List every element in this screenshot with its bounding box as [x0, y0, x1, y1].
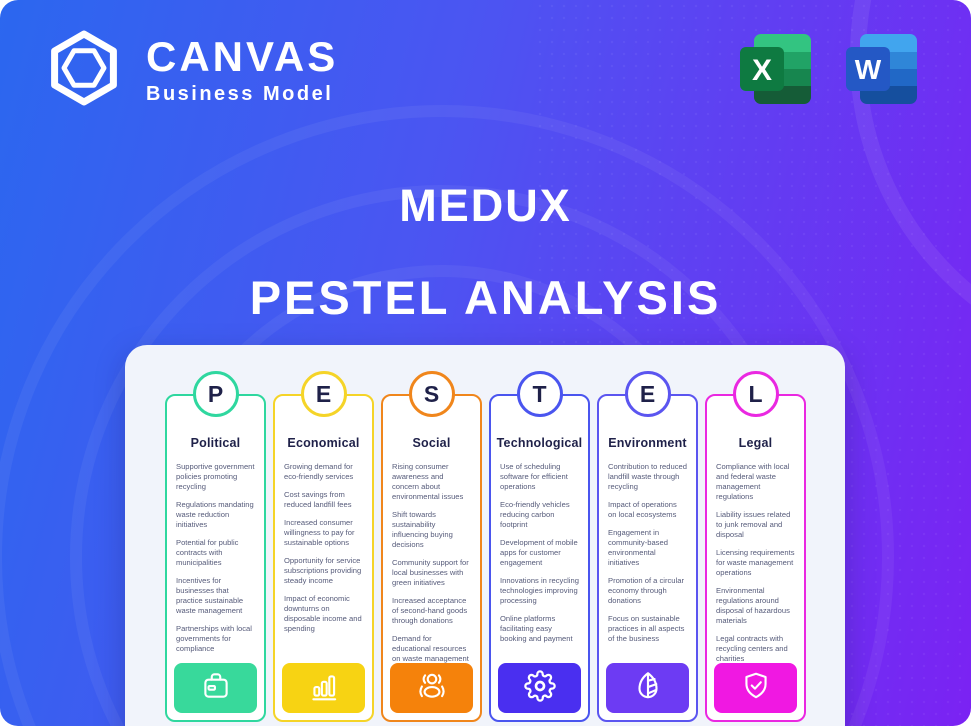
list-item: Rising consumer awareness and concern ab…: [392, 462, 464, 502]
list-item: Community support for local businesses w…: [392, 558, 469, 588]
page-subtitle: PESTEL ANALYSIS: [249, 271, 722, 324]
people-community-icon: [415, 669, 449, 708]
column-heading: Technological: [496, 436, 583, 450]
column-heading: Political: [190, 436, 241, 450]
list-item: Legal contracts with recycling centers a…: [716, 634, 788, 664]
hexagon-logo-icon: [44, 28, 124, 113]
column-economical: E Economical Growing demand for eco-frie…: [273, 371, 374, 722]
list-item: Online platforms facilitating easy booki…: [500, 614, 573, 644]
list-item: Impact of operations on local ecosystems: [608, 500, 677, 520]
column-environment: E Environment Contribution to reduced la…: [597, 371, 698, 722]
column-box: Economical Growing demand for eco-friend…: [273, 394, 374, 722]
gear-icon: [523, 669, 556, 707]
list-item: Increased acceptance of second-hand good…: [392, 596, 468, 626]
word-icon[interactable]: W: [843, 30, 921, 108]
column-heading: Economical: [287, 436, 360, 450]
letter-badge: E: [624, 371, 671, 417]
column-items: Rising consumer awareness and concern ab…: [383, 450, 480, 674]
list-item: Engagement in community-based environmen…: [608, 528, 668, 568]
brand-logo: CANVAS Business Model: [44, 28, 338, 113]
column-box: Legal Compliance with local and federal …: [705, 394, 806, 722]
list-item: Shift towards sustainability influencing…: [392, 510, 453, 550]
letter: L: [748, 380, 763, 407]
list-item: Innovations in recycling technologies im…: [500, 576, 579, 606]
letter: E: [315, 380, 332, 407]
list-item: Development of mobile apps for customer …: [500, 538, 578, 568]
column-items: Compliance with local and federal waste …: [707, 450, 804, 664]
shield-check-icon: [739, 669, 773, 708]
list-item: Use of scheduling software for efficient…: [500, 462, 568, 492]
list-item: Potential for public contracts with muni…: [176, 538, 239, 568]
list-item: Eco-friendly vehicles reducing carbon fo…: [500, 500, 570, 530]
svg-text:X: X: [752, 54, 772, 87]
bar-chart-icon: [307, 669, 341, 708]
list-item: Impact of economic downturns on disposab…: [284, 594, 362, 634]
letter-badge: L: [732, 371, 779, 417]
column-box: Political Supportive government policies…: [165, 394, 266, 722]
file-format-badges: X W: [737, 30, 921, 108]
list-item: Partnerships with local governments for …: [176, 624, 252, 654]
icon-tile: [282, 663, 365, 713]
list-item: Compliance with local and federal waste …: [716, 462, 790, 502]
icon-tile: [606, 663, 689, 713]
column-political: P Political Supportive government polici…: [165, 371, 266, 722]
column-heading: Environment: [608, 436, 687, 450]
icon-tile: [390, 663, 473, 713]
column-items: Use of scheduling software for efficient…: [491, 450, 588, 644]
list-item: Supportive government policies promoting…: [176, 462, 255, 492]
letter-badge: S: [408, 371, 455, 417]
letter: S: [423, 380, 440, 407]
list-item: Liability issues related to junk removal…: [716, 510, 791, 540]
column-box: Social Rising consumer awareness and con…: [381, 394, 482, 722]
list-item: Increased consumer willingness to pay fo…: [284, 518, 355, 548]
page-title: MEDUX: [399, 180, 572, 231]
column-social: S Social Rising consumer awareness and c…: [381, 371, 482, 722]
icon-tile: [174, 663, 257, 713]
letter: P: [207, 380, 224, 407]
pestel-columns: P Political Supportive government polici…: [165, 371, 806, 722]
list-item: Cost savings from reduced landfill fees: [284, 490, 352, 510]
column-items: Contribution to reduced landfill waste t…: [599, 450, 696, 644]
column-box: Technological Use of scheduling software…: [489, 394, 590, 722]
column-technological: T Technological Use of scheduling softwa…: [489, 371, 590, 722]
leaf-icon: [631, 669, 665, 708]
column-heading: Social: [412, 436, 451, 450]
column-items: Supportive government policies promoting…: [167, 450, 264, 654]
icon-tile: [498, 663, 581, 713]
brand-name: CANVAS: [146, 32, 339, 80]
column-legal: L Legal Compliance with local and federa…: [705, 371, 806, 722]
briefcase-icon: [199, 669, 233, 708]
letter-badge: T: [516, 371, 563, 417]
list-item: Incentives for businesses that practice …: [176, 576, 244, 616]
letter: T: [532, 380, 547, 407]
letter: E: [639, 380, 656, 407]
list-item: Licensing requirements for waste managem…: [716, 548, 795, 578]
letter-badge: P: [192, 371, 239, 417]
list-item: Regulations mandating waste reduction in…: [176, 500, 254, 530]
column-box: Environment Contribution to reduced land…: [597, 394, 698, 722]
list-item: Environmental regulations around disposa…: [716, 586, 790, 626]
brand-tagline: Business Model: [146, 82, 334, 105]
column-heading: Legal: [738, 436, 773, 450]
list-item: Promotion of a circular economy through …: [608, 576, 684, 606]
svg-text:W: W: [855, 54, 882, 85]
letter-badge: E: [300, 371, 347, 417]
excel-icon[interactable]: X: [737, 30, 815, 108]
list-item: Focus on sustainable practices in all as…: [608, 614, 685, 644]
list-item: Opportunity for service subscriptions pr…: [284, 556, 362, 586]
column-items: Growing demand for eco-friendly services…: [275, 450, 372, 634]
list-item: Contribution to reduced landfill waste t…: [608, 462, 687, 492]
icon-tile: [714, 663, 797, 713]
pestel-card: P Political Supportive government polici…: [125, 345, 845, 726]
list-item: Growing demand for eco-friendly services: [284, 462, 354, 482]
